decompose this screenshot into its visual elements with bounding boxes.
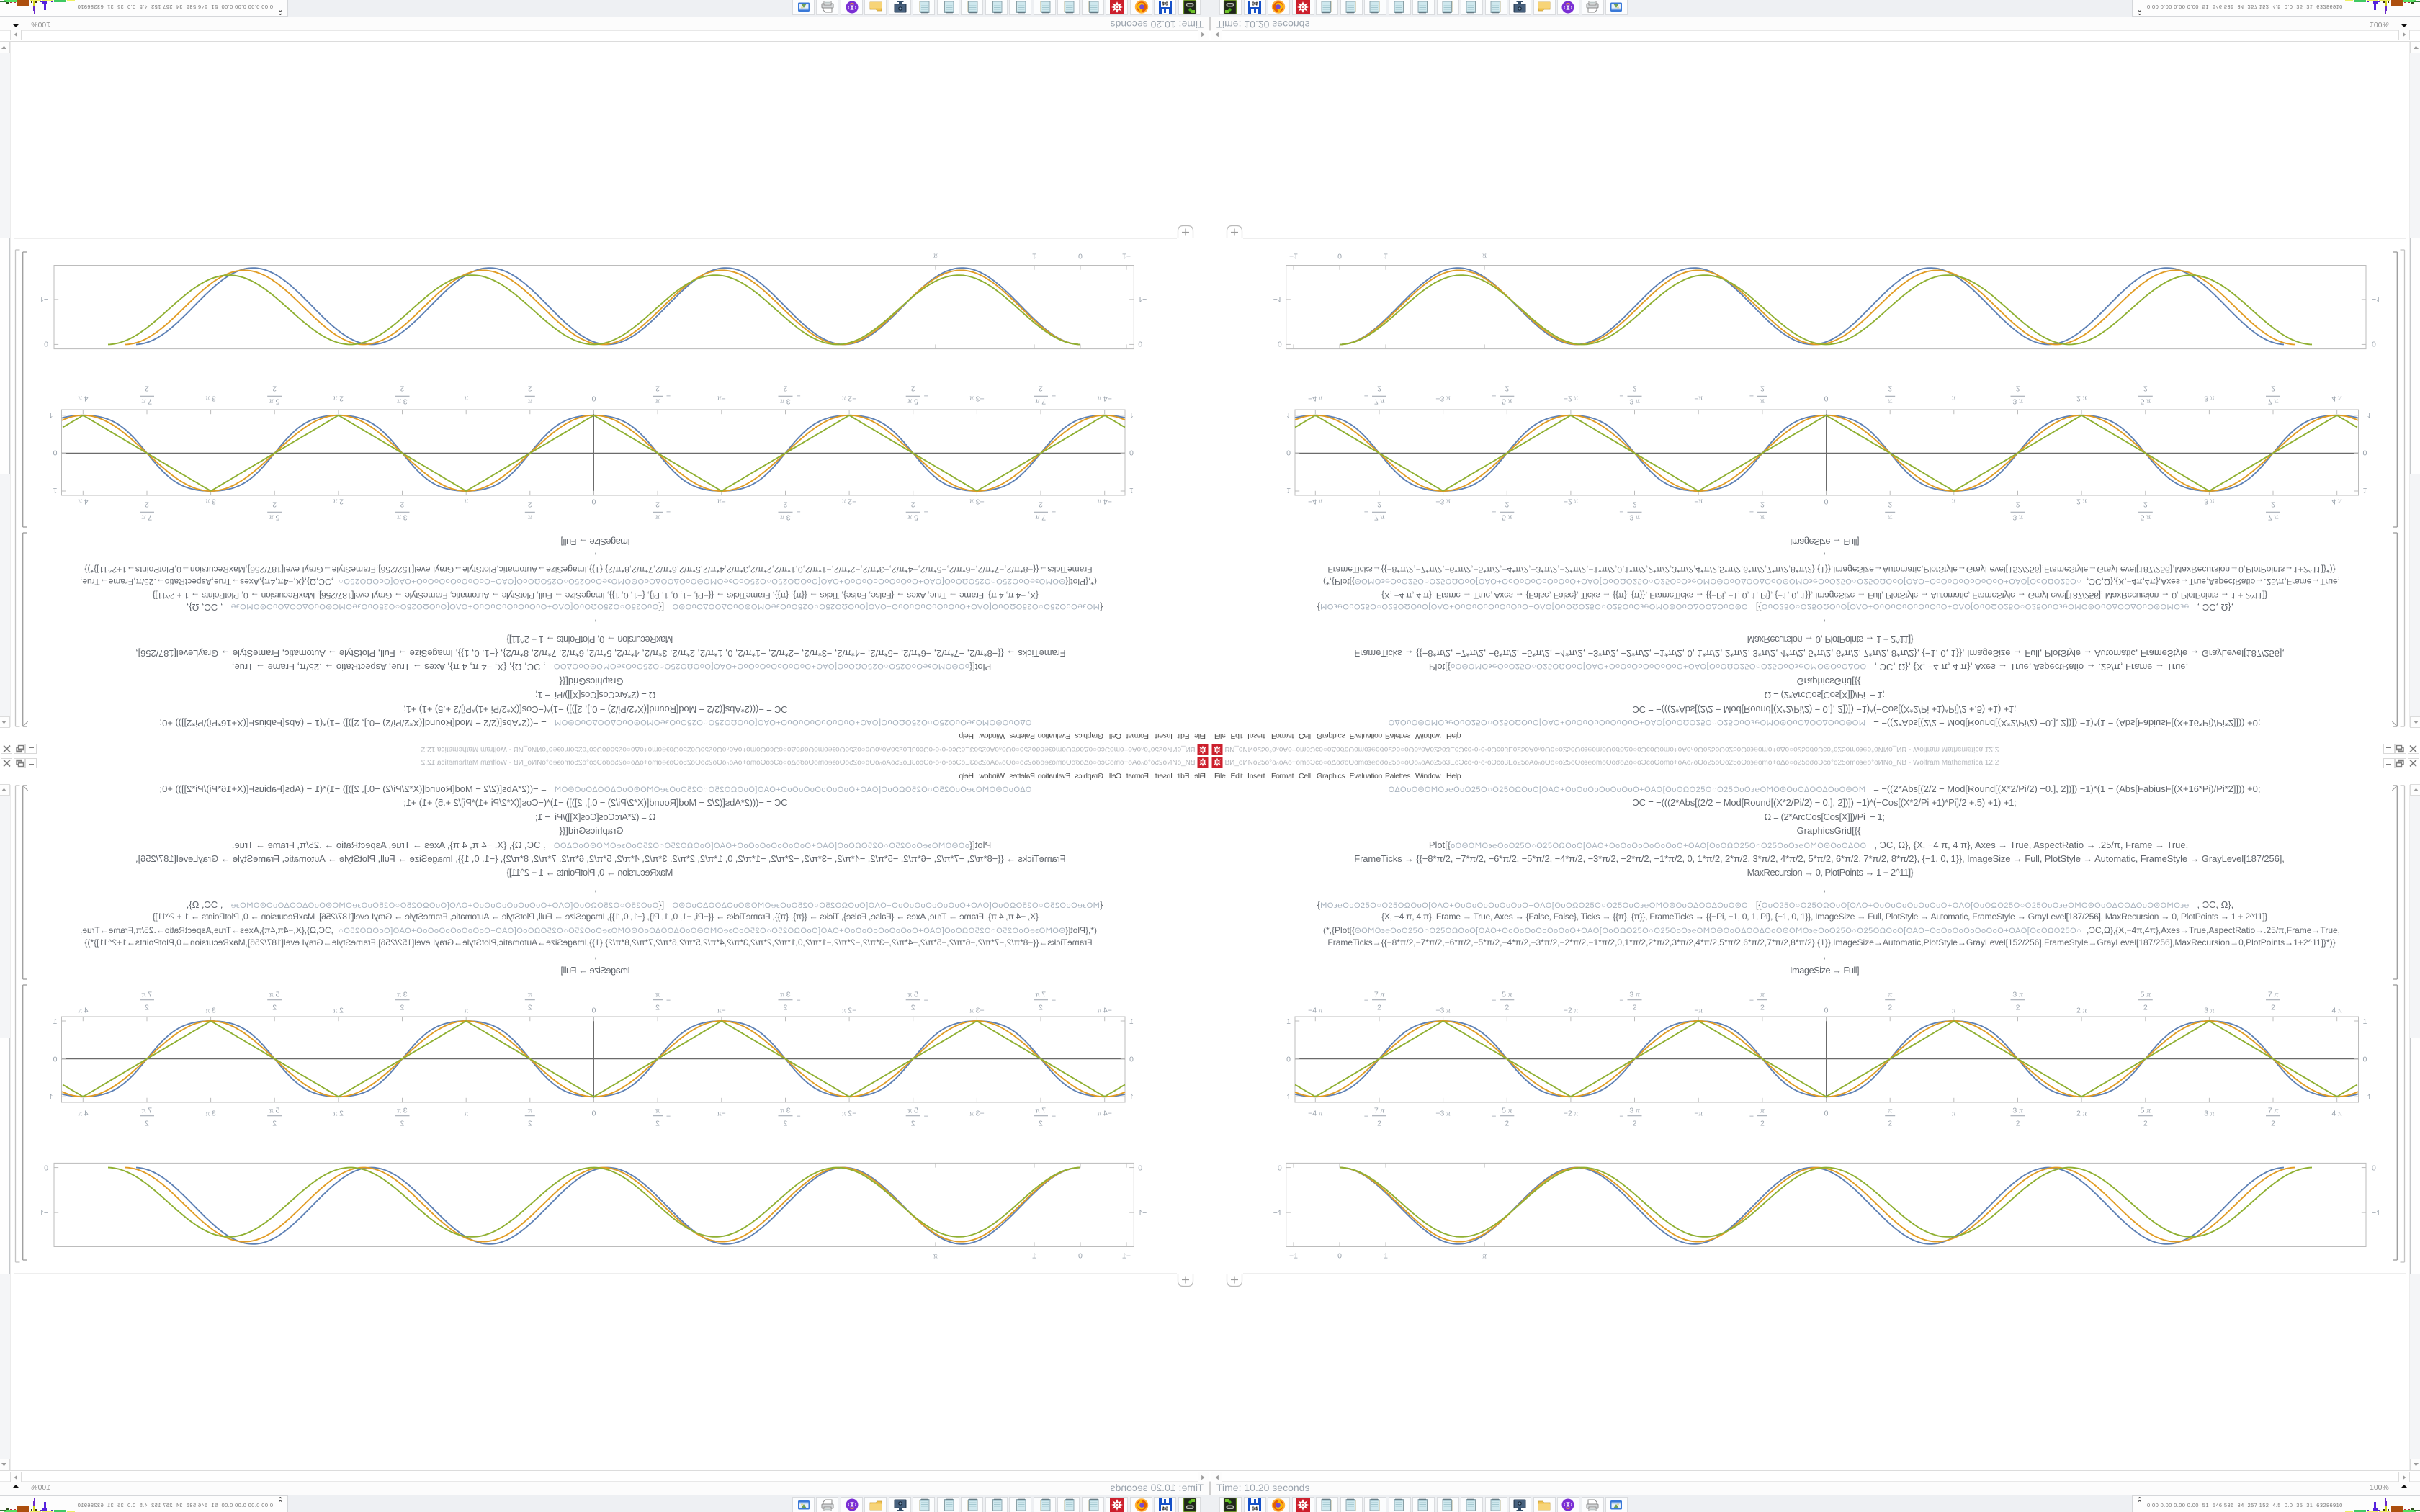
svg-text:64: 64 <box>1162 1 1169 7</box>
svg-text:64: 64 <box>1162 1505 1169 1511</box>
svg-text:64: 64 <box>1251 1 1258 7</box>
svg-text:64: 64 <box>1251 1505 1258 1511</box>
